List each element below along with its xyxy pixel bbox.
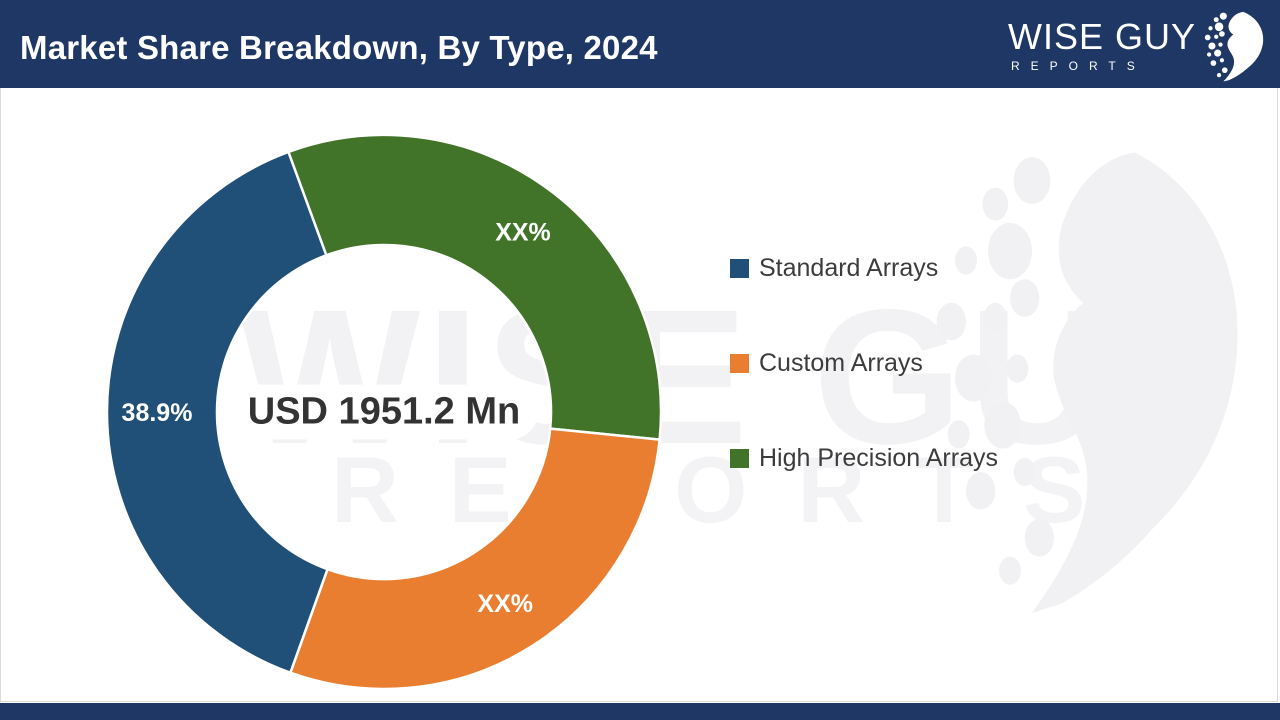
logo-wordmark: WISE GUY bbox=[1007, 16, 1196, 57]
logo-subtitle: REPORTS bbox=[1010, 59, 1146, 73]
donut-slice bbox=[288, 427, 661, 691]
legend-item-standard-arrays: Standard Arrays bbox=[730, 254, 998, 283]
footer-bar bbox=[0, 703, 1280, 720]
wiseguy-logo-text: WISE GUY REPORTS bbox=[1007, 16, 1196, 74]
donut-chart: XX% XX% 38.9% bbox=[105, 133, 663, 691]
legend-swatch-icon bbox=[730, 449, 749, 468]
donut-slice bbox=[286, 133, 663, 441]
legend-item-high-precision-arrays: High Precision Arrays bbox=[730, 444, 998, 473]
wiseguy-logo: WISE GUY REPORTS bbox=[1008, 5, 1266, 83]
wiseguy-face-logo-icon bbox=[1204, 11, 1264, 82]
page-title: Market Share Breakdown, By Type, 2024 bbox=[20, 29, 658, 66]
legend-label: Custom Arrays bbox=[759, 349, 923, 377]
legend-swatch-icon bbox=[730, 354, 749, 373]
chart-legend: Standard Arrays Custom Arrays High Preci… bbox=[730, 254, 998, 539]
slice-value-label: XX% bbox=[495, 219, 551, 247]
chart-area: WISE GUY REPORTS XX% XX% 38.9% USD 1951.2 … bbox=[0, 88, 1278, 702]
chart-center-value: USD 1951.2 Mn bbox=[229, 384, 539, 440]
legend-label: Standard Arrays bbox=[759, 254, 939, 282]
legend-item-custom-arrays: Custom Arrays bbox=[730, 349, 998, 378]
legend-swatch-icon bbox=[730, 259, 749, 278]
donut-slice bbox=[105, 150, 330, 675]
header-bar: Market Share Breakdown, By Type, 2024 WI… bbox=[0, 0, 1280, 88]
legend-label: High Precision Arrays bbox=[759, 444, 998, 472]
watermark-subtitle: REPORTS bbox=[331, 437, 1136, 542]
slice-value-label: XX% bbox=[477, 590, 533, 618]
slice-value-label: 38.9% bbox=[122, 399, 193, 427]
watermark-face-icon bbox=[936, 152, 1238, 613]
